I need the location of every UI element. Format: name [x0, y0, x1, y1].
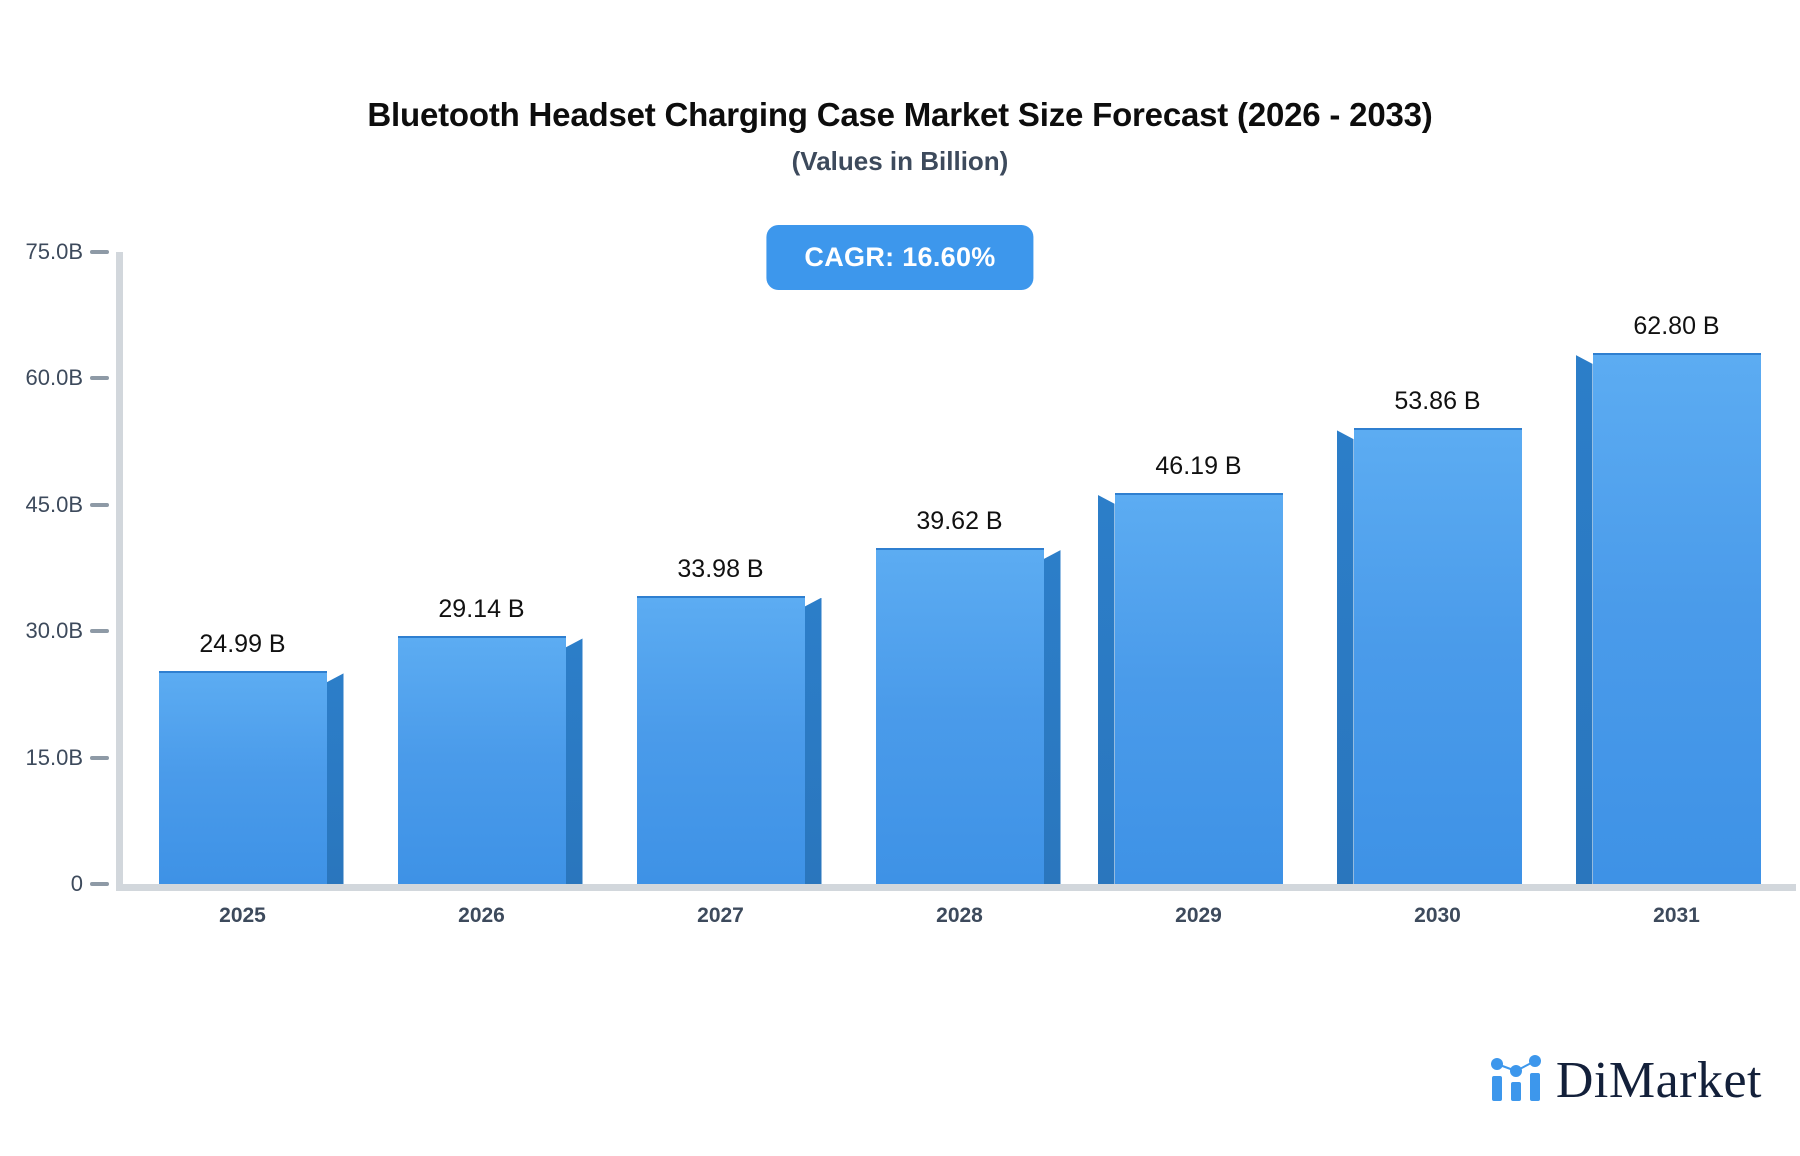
- y-axis-tick-mark: [90, 376, 109, 381]
- x-axis-tick-label: 2030: [1414, 904, 1461, 927]
- bar-front-face: [636, 595, 805, 884]
- bar-value-label: 24.99 B: [199, 630, 286, 659]
- bar-side-face: [1043, 550, 1061, 884]
- chart-subtitle: (Values in Billion): [791, 146, 1009, 176]
- bar-front-face: [158, 671, 327, 884]
- bar-side-face: [1575, 354, 1593, 884]
- logo-text: DiMarket: [1555, 1051, 1762, 1109]
- bar-front-face: [1353, 428, 1522, 884]
- x-axis-line: [116, 884, 1796, 891]
- bar-side-face: [1336, 430, 1354, 884]
- bar[interactable]: 29.14 B: [397, 595, 583, 884]
- bar-chart-dots-icon: [1490, 1053, 1542, 1108]
- bar-front-face: [1592, 352, 1761, 884]
- bar-value-label: 29.14 B: [438, 595, 525, 624]
- page-title: Bluetooth Headset Charging Case Market S…: [367, 96, 1433, 133]
- bar[interactable]: 39.62 B: [875, 507, 1061, 884]
- bar-side-face: [565, 638, 583, 884]
- bar-value-label: 39.62 B: [916, 507, 1003, 536]
- x-axis-tick-label: 2028: [936, 904, 983, 927]
- x-axis-tick-label: 2025: [219, 904, 266, 927]
- bar-value-label: 62.80 B: [1633, 311, 1720, 340]
- y-axis-tick-mark: [90, 755, 109, 760]
- y-axis-line: [116, 252, 123, 891]
- bar-side-face: [804, 597, 822, 884]
- bar-chart: 0 15.0B 30.0B 45.0B 60.0B 75.0B 24.99 B 29.14 …: [25, 239, 1796, 927]
- y-axis-tick-mark: [90, 250, 109, 254]
- y-axis-tick-label: 45.0B: [25, 491, 84, 517]
- y-axis-tick-label: 15.0B: [25, 744, 84, 770]
- bar-front-face: [397, 636, 566, 884]
- x-axis-tick-label: 2027: [697, 904, 744, 927]
- x-axis-tick-label: 2029: [1175, 904, 1222, 927]
- bar[interactable]: 24.99 B: [158, 630, 344, 884]
- y-axis-tick-label: 30.0B: [25, 618, 84, 644]
- x-axis-tick-label: 2031: [1653, 904, 1700, 927]
- y-axis-tick-mark: [90, 882, 109, 886]
- bar-value-label: 33.98 B: [677, 554, 764, 583]
- bar-front-face: [1114, 492, 1283, 884]
- y-axis-tick-label: 60.0B: [25, 365, 84, 391]
- bar[interactable]: 46.19 B: [1097, 452, 1283, 884]
- x-axis-tick-label: 2026: [458, 904, 505, 927]
- y-axis-tick-mark: [90, 629, 109, 634]
- y-axis-tick-label: 75.0B: [25, 239, 84, 264]
- bar-value-label: 53.86 B: [1394, 387, 1481, 416]
- y-axis-tick-mark: [90, 502, 109, 507]
- brand-logo: DiMarket: [1490, 1053, 1762, 1108]
- bar[interactable]: 62.80 B: [1575, 312, 1761, 884]
- bar-value-label: 46.19 B: [1155, 451, 1242, 480]
- bar-side-face: [1097, 494, 1115, 884]
- bar[interactable]: 53.86 B: [1336, 387, 1522, 884]
- bar-side-face: [326, 673, 344, 884]
- bar-front-face: [875, 548, 1044, 884]
- cagr-badge: CAGR: 16.60%: [766, 225, 1034, 290]
- bar[interactable]: 33.98 B: [636, 555, 822, 884]
- y-axis-tick-label: 0: [70, 871, 83, 896]
